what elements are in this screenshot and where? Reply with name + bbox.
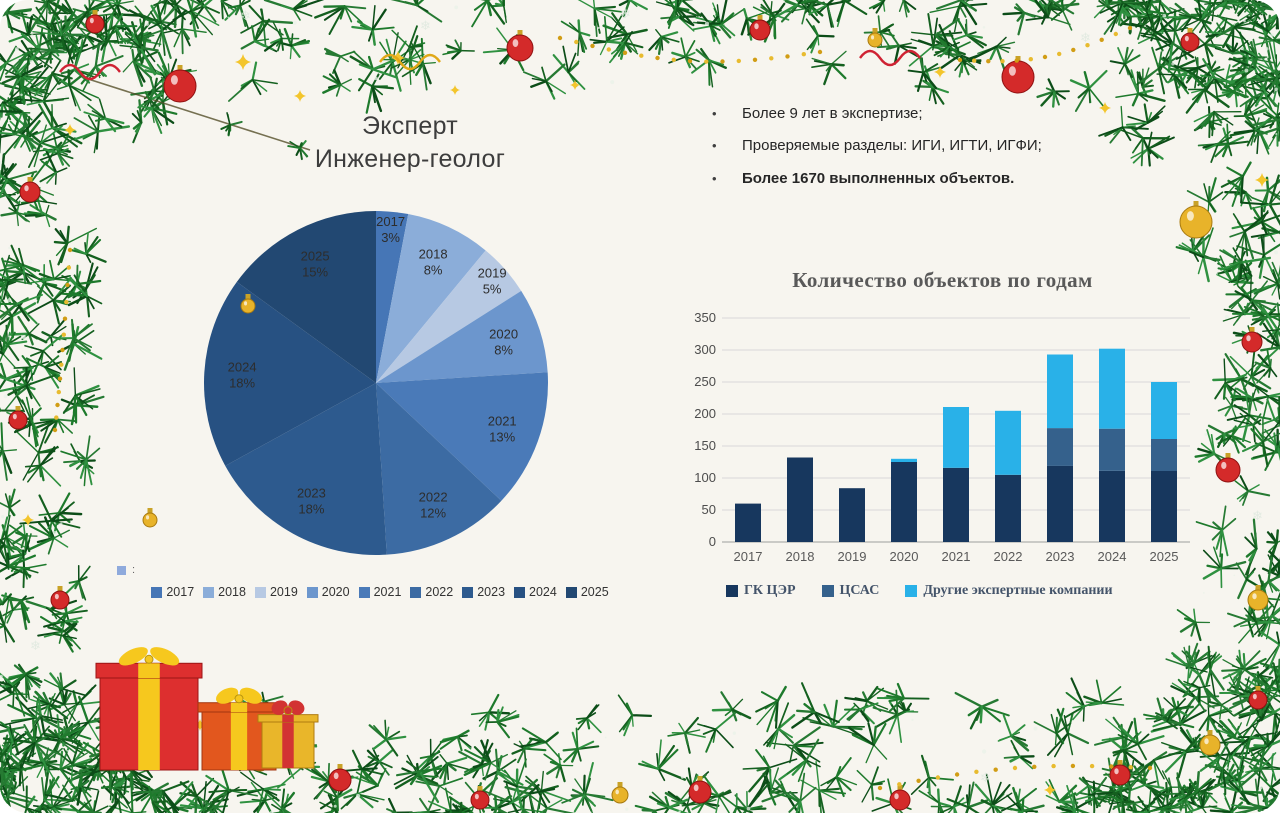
x-tick-label: 2022 — [994, 549, 1023, 564]
pie-chart: 2017 3%2018 8% 2019 5%2020 8%2021 13%2022 12%20… — [204, 211, 548, 555]
bullet-list: • Более 9 лет в экспертизе; • Проверяемые р… — [712, 104, 1198, 201]
bar-legend-item-2[interactable]: ЦСАС — [821, 583, 880, 599]
bar-legend-item-3[interactable]: Другие экспертные компании — [905, 583, 1113, 599]
bullet-text: Более 1670 выполненных объектов. — [742, 169, 1015, 187]
legend-label: Другие экспертные компании — [923, 583, 1113, 598]
legend-swatch — [358, 586, 370, 598]
pie-chart-title: Эксперт Инженер-геолог — [230, 110, 590, 175]
pie-title-line1: Эксперт — [361, 112, 459, 140]
bar-chart: 0 50 100 150 200 250 300 350 2017 2018 2019 2020 202… — [694, 310, 1190, 564]
pie-legend-item-2022[interactable]: 2022 — [410, 585, 453, 599]
x-tick-label: 2023 — [1046, 549, 1075, 564]
y-tick-label: 100 — [694, 470, 716, 485]
x-tick-label: 2021 — [942, 549, 971, 564]
legend-label: 2024 — [529, 585, 557, 599]
bullet-item-3: • Более 1670 выполненных объектов. — [712, 169, 1198, 189]
legend-swatch — [905, 585, 918, 597]
bar-segment-2018-series1[interactable] — [787, 457, 813, 543]
x-tick-label: 2018 — [786, 549, 815, 564]
legend-swatch — [821, 585, 834, 597]
bar-segment-2023-series3[interactable] — [1047, 354, 1073, 429]
bullet-text: Более 9 лет в экспертизе; — [742, 105, 923, 122]
bar-chart-title: Количество объектов по годам — [792, 268, 1093, 292]
y-tick-label: 50 — [702, 502, 716, 517]
x-tick-label: 2024 — [1098, 549, 1127, 564]
x-tick-label: 2025 — [1150, 549, 1179, 564]
legend-swatch — [565, 586, 577, 598]
legend-label: 2025 — [580, 585, 609, 599]
pie-title-line2: Инженер-геолог — [314, 144, 506, 173]
y-tick-label: 300 — [694, 342, 716, 357]
bullet-dot: • — [712, 170, 717, 186]
legend-label: 2017 — [166, 585, 195, 599]
bullet-item-2: • Проверяемые разделы: ИГИ, ИГТИ, ИГФИ; — [712, 136, 1198, 156]
pie-legend-item-2019[interactable]: 2019 — [254, 585, 298, 599]
x-tick-label: 2017 — [734, 549, 763, 564]
bar-segment-2022-series1[interactable] — [995, 474, 1021, 542]
legend-label: 2023 — [477, 585, 506, 599]
bar-segment-2024-series1[interactable] — [1099, 471, 1125, 542]
pie-label-2023: 2023 18% — [297, 486, 326, 517]
legend-swatch — [306, 586, 318, 598]
legend-swatch — [203, 586, 215, 598]
pie-legend-item-2017[interactable]: 2017 — [151, 585, 194, 599]
legend-label: ГК ЦЭР — [744, 583, 796, 598]
bar-segment-2023-series1[interactable] — [1047, 465, 1073, 542]
pie-label-2021: 2021 13% — [488, 413, 517, 444]
bullet-text: Проверяемые разделы: ИГИ, ИГТИ, ИГФИ; — [742, 137, 1042, 155]
pie-legend-item-2025[interactable]: 2025 — [565, 585, 609, 599]
legend-swatch — [410, 586, 422, 598]
y-tick-label: 0 — [709, 534, 716, 549]
bar-segment-2025-series1[interactable] — [1151, 471, 1177, 542]
bar-segment-2020-series1[interactable] — [891, 462, 917, 542]
bar-segment-2019-series1[interactable] — [839, 488, 865, 542]
y-tick-label: 250 — [694, 374, 716, 389]
y-tick-label: 150 — [694, 438, 716, 453]
legend-label: 2021 — [373, 585, 402, 599]
legend-label: 2018 — [218, 585, 246, 599]
legend-swatch — [151, 586, 163, 598]
bar-segment-2017-series1[interactable] — [735, 503, 761, 542]
pie-legend-item-2018[interactable]: 2018 — [203, 585, 246, 599]
bullet-dot: • — [712, 106, 717, 121]
bar-segment-2025-series3[interactable] — [1151, 382, 1177, 439]
x-tick-label: 2020 — [890, 549, 919, 564]
y-tick-label: 200 — [694, 406, 716, 421]
pie-label-2025: 2025 15% — [301, 249, 330, 280]
legend-swatch — [254, 586, 266, 598]
legend-label: ЦСАС — [839, 583, 880, 598]
stray-legend-label: : — [132, 564, 136, 576]
bar-segment-2024-series3[interactable] — [1099, 348, 1125, 429]
legend-label: 2020 — [321, 585, 350, 599]
bar-segment-2022-series3[interactable] — [995, 410, 1021, 475]
legend-swatch — [514, 586, 526, 598]
bullet-dot: • — [712, 138, 717, 154]
stray-legend-swatch — [117, 565, 126, 575]
legend-label: 2022 — [425, 585, 454, 599]
bullet-item-1: • Более 9 лет в экспертизе; — [712, 104, 1198, 124]
pie-legend-item-2024[interactable]: 2024 — [514, 585, 557, 599]
pie-label-2022: 2022 12% — [419, 489, 448, 520]
bar-segment-2020-series3[interactable] — [891, 458, 917, 462]
bar-segment-2025-series2[interactable] — [1151, 439, 1177, 471]
bar-legend-item-1[interactable]: ГК ЦЭР — [726, 583, 796, 599]
pie-legend-item-2021[interactable]: 2021 — [358, 585, 402, 599]
pie-label-2024: 2024 18% — [228, 360, 257, 391]
bar-legend: ГК ЦЭР ЦСАС Другие экспертные компании — [726, 583, 1196, 599]
legend-swatch — [726, 585, 738, 597]
x-tick-label: 2019 — [838, 549, 867, 564]
legend-swatch — [462, 586, 474, 598]
pie-legend-item-2023[interactable]: 2023 — [462, 585, 505, 599]
bar-segment-2021-series3[interactable] — [943, 407, 969, 468]
y-tick-label: 350 — [694, 310, 716, 325]
bar-segment-2023-series2[interactable] — [1047, 428, 1073, 466]
pie-legend-item-2020[interactable]: 2020 — [306, 585, 350, 599]
stray-legend-fragment: : — [117, 564, 135, 576]
bar-segment-2021-series1[interactable] — [943, 467, 969, 542]
pie-legend: 2017 2018 2019 2020 2021 2022 2023 2024 2025 — [110, 585, 650, 599]
bar-segment-2024-series2[interactable] — [1099, 428, 1125, 471]
legend-label: 2019 — [269, 585, 298, 599]
